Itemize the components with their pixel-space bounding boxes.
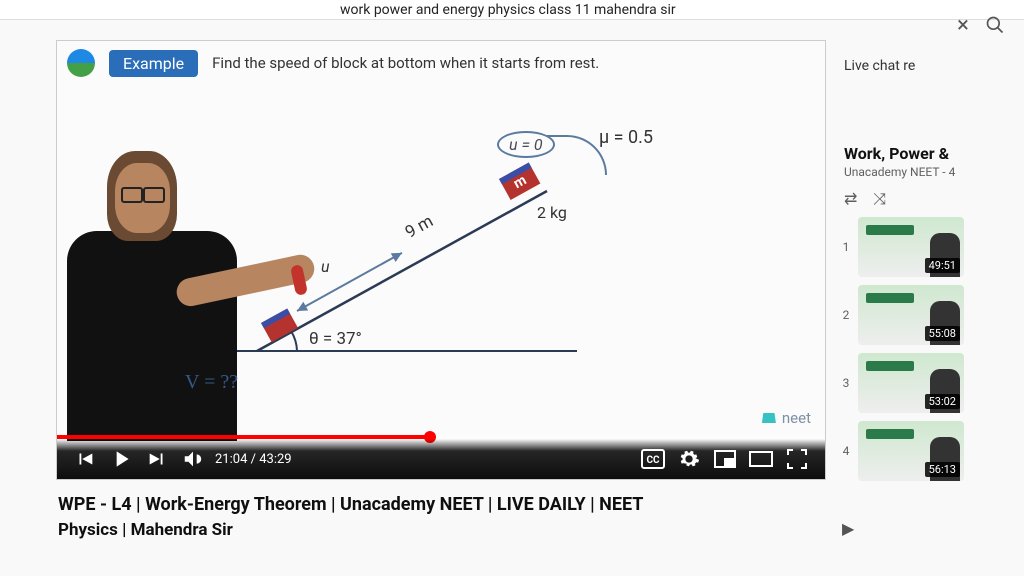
playlist-duration: 53:02 bbox=[925, 394, 960, 409]
time-display: 21:04 / 43:29 bbox=[215, 452, 292, 467]
neet-text: neet bbox=[782, 409, 811, 427]
playlist-item-number: 3 bbox=[840, 376, 852, 390]
play-button[interactable] bbox=[103, 441, 139, 477]
cc-button[interactable]: CC bbox=[635, 441, 671, 477]
initial-u-label: u = 0 bbox=[497, 131, 555, 158]
playlist-item-number: 1 bbox=[840, 240, 852, 254]
playlist-controls: ⇄ ⤨ bbox=[844, 189, 1024, 209]
example-row: Example Find the speed of block at botto… bbox=[67, 49, 599, 77]
u-arrow-label: u bbox=[321, 257, 330, 276]
playlist-duration: 49:51 bbox=[925, 258, 960, 273]
volume-icon[interactable] bbox=[175, 441, 211, 477]
playlist-item[interactable]: 2 55:08 bbox=[840, 285, 1024, 345]
playlist-item-number: 4 bbox=[840, 444, 852, 458]
video-title-line2[interactable]: Physics | Mahendra Sir bbox=[58, 520, 233, 540]
video-player: Example Find the speed of block at botto… bbox=[56, 40, 826, 480]
next-button[interactable] bbox=[139, 441, 175, 477]
current-time: 21:04 bbox=[215, 452, 247, 467]
video-canvas[interactable]: Example Find the speed of block at botto… bbox=[57, 41, 825, 479]
miniplayer-icon[interactable] bbox=[707, 441, 743, 477]
now-playing-indicator-icon: ▶ bbox=[842, 519, 854, 538]
svg-text:CC: CC bbox=[646, 455, 660, 466]
video-title-line1[interactable]: WPE - L4 | Work-Energy Theorem | Unacade… bbox=[58, 494, 828, 515]
playlist-item[interactable]: 4 56:13 bbox=[840, 421, 1024, 481]
playlist-item-number: 2 bbox=[840, 308, 852, 322]
playlist-duration: 56:13 bbox=[925, 462, 960, 477]
live-chat-heading[interactable]: Live chat re bbox=[844, 58, 1024, 74]
theta-label: θ = 37° bbox=[309, 329, 362, 349]
neet-logo-icon bbox=[762, 413, 776, 423]
mu-label: μ = 0.5 bbox=[599, 127, 653, 148]
v-annotation: V = ?? bbox=[185, 371, 238, 394]
playlist-thumbnail[interactable]: 56:13 bbox=[858, 421, 964, 481]
playlist-item[interactable]: 1 49:51 bbox=[840, 217, 1024, 277]
player-controls: 21:04 / 43:29 CC bbox=[57, 439, 825, 479]
physics-diagram: m u 9 m 2 kg θ = 37° u = 0 μ = 0 bbox=[237, 131, 717, 371]
playlist-thumbnail[interactable]: 53:02 bbox=[858, 353, 964, 413]
playlist-list: 1 49:51 2 55:08 3 53:02 4 56:13 bbox=[840, 217, 1024, 481]
sidebar: Live chat re Work, Power & Unacademy NEE… bbox=[840, 40, 1024, 576]
search-clear-button[interactable]: × bbox=[948, 10, 978, 40]
shuffle-icon[interactable]: ⤨ bbox=[873, 189, 886, 209]
settings-icon[interactable] bbox=[671, 441, 707, 477]
duration: 43:29 bbox=[259, 452, 291, 467]
loop-icon[interactable]: ⇄ bbox=[844, 189, 857, 209]
theater-icon[interactable] bbox=[743, 441, 779, 477]
neet-watermark: neet bbox=[762, 409, 811, 427]
problem-prompt: Find the speed of block at bottom when i… bbox=[212, 54, 599, 72]
playlist-header: Work, Power & Unacademy NEET - 4 bbox=[840, 144, 1024, 179]
example-badge: Example bbox=[109, 50, 198, 77]
playlist-thumbnail[interactable]: 49:51 bbox=[858, 217, 964, 277]
playlist-thumbnail[interactable]: 55:08 bbox=[858, 285, 964, 345]
fullscreen-icon[interactable] bbox=[779, 441, 815, 477]
prev-button[interactable] bbox=[67, 441, 103, 477]
search-icon[interactable] bbox=[980, 10, 1010, 40]
mass-label: 2 kg bbox=[537, 203, 567, 222]
playlist-duration: 55:08 bbox=[925, 326, 960, 341]
playlist-item[interactable]: 3 53:02 bbox=[840, 353, 1024, 413]
playlist-subtitle: Unacademy NEET - 4 bbox=[844, 165, 1024, 179]
playlist-title[interactable]: Work, Power & bbox=[844, 144, 1024, 163]
channel-avatar-icon bbox=[67, 49, 95, 77]
top-bar: work power and energy physics class 11 m… bbox=[0, 0, 1024, 20]
search-text-fragment[interactable]: work power and energy physics class 11 m… bbox=[340, 2, 676, 18]
